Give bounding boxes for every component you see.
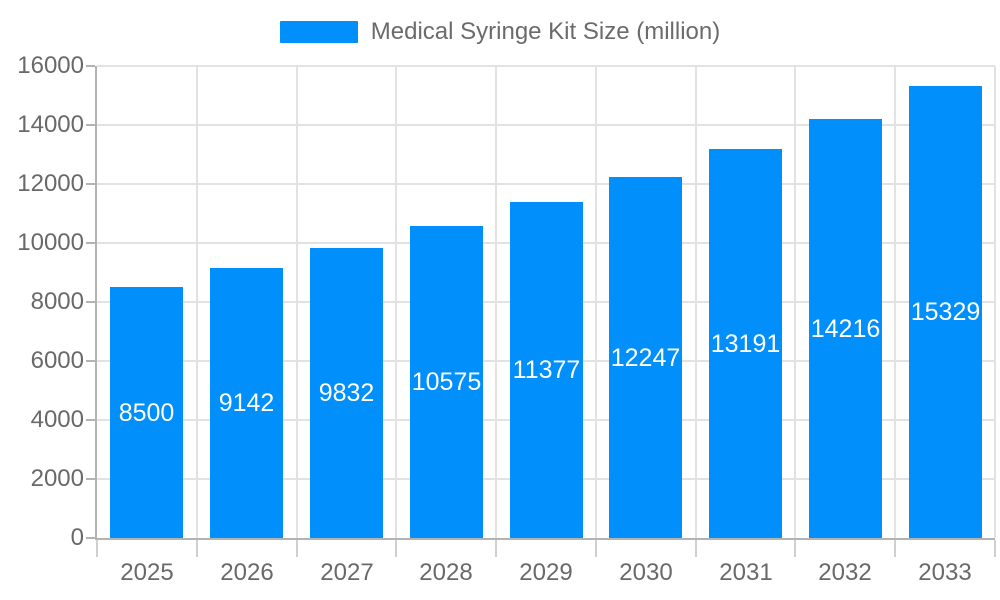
x-axis-label: 2026 bbox=[220, 559, 274, 586]
bar[interactable]: 10575 bbox=[410, 226, 483, 538]
bar[interactable]: 8500 bbox=[110, 287, 183, 538]
v-gridline bbox=[595, 66, 597, 538]
x-tick-mark bbox=[395, 540, 397, 557]
v-gridline bbox=[794, 66, 796, 538]
v-gridline bbox=[495, 66, 497, 538]
y-tick-mark bbox=[86, 537, 95, 539]
y-tick-mark bbox=[86, 419, 95, 421]
bar-value-label: 8500 bbox=[118, 399, 175, 427]
bar-value-label: 9142 bbox=[218, 389, 275, 417]
y-axis-label: 16000 bbox=[17, 52, 84, 79]
x-axis-label: 2028 bbox=[419, 559, 473, 586]
bar[interactable]: 11377 bbox=[510, 202, 583, 538]
legend-swatch bbox=[279, 21, 358, 43]
legend-label: Medical Syringe Kit Size (million) bbox=[370, 18, 721, 45]
x-tick-mark bbox=[595, 540, 597, 557]
h-gridline bbox=[97, 124, 995, 126]
y-axis-label: 0 bbox=[70, 524, 84, 551]
x-tick-mark bbox=[196, 540, 198, 557]
x-axis-line bbox=[95, 538, 995, 540]
h-gridline bbox=[97, 65, 995, 67]
x-axis-label: 2031 bbox=[719, 559, 773, 586]
x-tick-mark bbox=[894, 540, 896, 557]
x-tick-mark bbox=[495, 540, 497, 557]
y-axis-label: 2000 bbox=[30, 465, 84, 492]
y-axis-label: 8000 bbox=[30, 288, 84, 315]
x-tick-mark bbox=[794, 540, 796, 557]
y-tick-mark bbox=[86, 124, 95, 126]
v-gridline bbox=[196, 66, 198, 538]
x-tick-mark bbox=[96, 540, 98, 557]
bar[interactable]: 9832 bbox=[310, 248, 383, 538]
x-axis-label: 2030 bbox=[619, 559, 673, 586]
y-axis-label: 10000 bbox=[17, 229, 84, 256]
y-axis-label: 12000 bbox=[17, 170, 84, 197]
x-axis-label: 2025 bbox=[120, 559, 174, 586]
bar[interactable]: 15329 bbox=[909, 86, 982, 538]
bar-value-label: 14216 bbox=[810, 315, 881, 343]
v-gridline bbox=[894, 66, 896, 538]
v-gridline bbox=[395, 66, 397, 538]
bar-value-label: 13191 bbox=[710, 330, 781, 358]
x-axis-label: 2029 bbox=[519, 559, 573, 586]
x-tick-mark bbox=[994, 540, 996, 557]
h-gridline bbox=[97, 183, 995, 185]
y-tick-mark bbox=[86, 242, 95, 244]
bar[interactable]: 9142 bbox=[210, 268, 283, 538]
bar[interactable]: 13191 bbox=[709, 149, 782, 538]
bar-value-label: 15329 bbox=[910, 298, 981, 326]
x-tick-mark bbox=[296, 540, 298, 557]
v-gridline bbox=[695, 66, 697, 538]
bar-value-label: 12247 bbox=[610, 344, 681, 372]
y-axis-label: 6000 bbox=[30, 347, 84, 374]
chart-legend[interactable]: Medical Syringe Kit Size (million) bbox=[0, 19, 1000, 45]
x-tick-mark bbox=[695, 540, 697, 557]
y-tick-mark bbox=[86, 360, 95, 362]
v-gridline bbox=[994, 66, 996, 538]
v-gridline bbox=[296, 66, 298, 538]
bar-value-label: 10575 bbox=[411, 368, 482, 396]
y-axis-line bbox=[95, 66, 97, 540]
x-axis-label: 2032 bbox=[818, 559, 872, 586]
x-axis-label: 2033 bbox=[918, 559, 972, 586]
y-axis-label: 14000 bbox=[17, 111, 84, 138]
y-tick-mark bbox=[86, 478, 95, 480]
bar[interactable]: 12247 bbox=[609, 177, 682, 538]
y-tick-mark bbox=[86, 183, 95, 185]
x-axis-label: 2027 bbox=[320, 559, 374, 586]
y-axis-label: 4000 bbox=[30, 406, 84, 433]
bar-value-label: 11377 bbox=[512, 356, 581, 384]
bar[interactable]: 14216 bbox=[809, 119, 882, 538]
y-tick-mark bbox=[86, 65, 95, 67]
bar-value-label: 9832 bbox=[318, 379, 375, 407]
y-tick-mark bbox=[86, 301, 95, 303]
